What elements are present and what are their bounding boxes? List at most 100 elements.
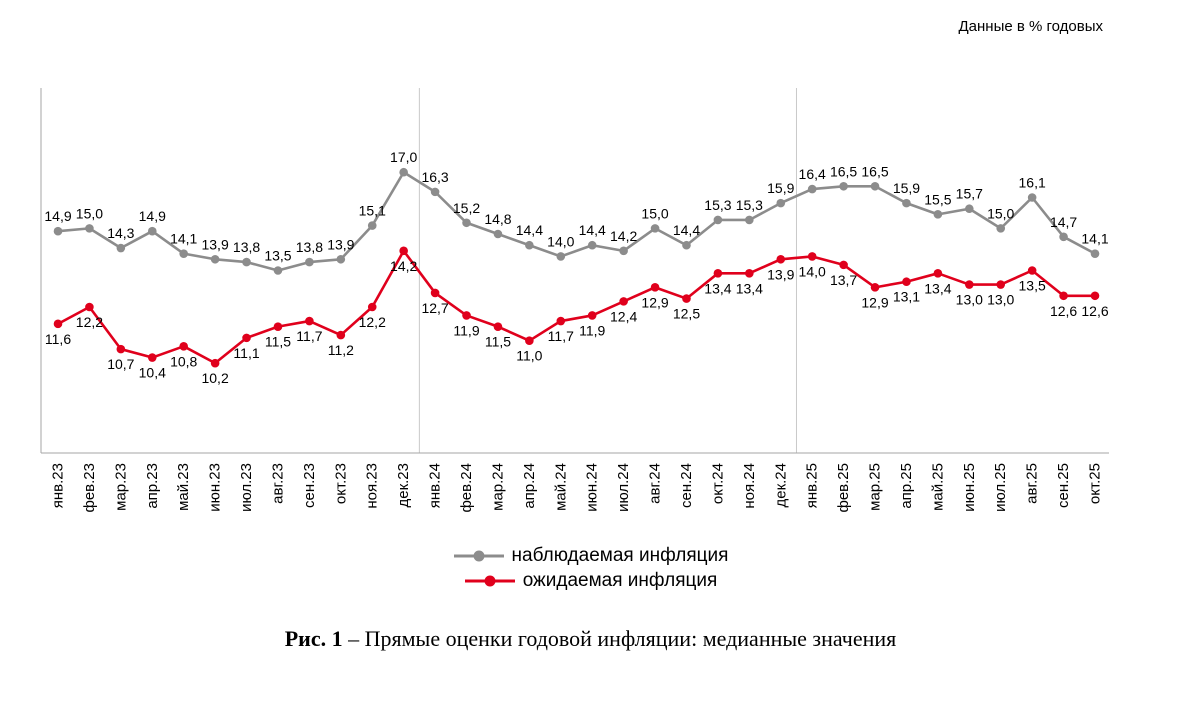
figure-caption: Рис. 1 – Прямые оценки годовой инфляции:… xyxy=(0,626,1181,652)
expected-point-marker xyxy=(1090,291,1100,301)
axes xyxy=(40,88,1109,454)
observed-point-marker xyxy=(1027,193,1037,202)
expected-series xyxy=(53,246,1100,368)
expected-value-label: 10,4 xyxy=(139,365,166,381)
observed-point-marker xyxy=(587,240,597,250)
observed-value-label: 15,7 xyxy=(956,186,983,202)
expected-point-marker xyxy=(525,336,534,345)
observed-value-label: 15,2 xyxy=(453,200,480,216)
expected-value-label: 11,6 xyxy=(45,331,71,347)
x-axis-label: фев.24 xyxy=(458,463,475,513)
observed-point-marker xyxy=(53,226,63,236)
expected-value-label: 12,4 xyxy=(610,308,637,324)
expected-point-marker xyxy=(1059,291,1068,301)
x-axis-label: фев.25 xyxy=(835,463,852,513)
expected-value-label: 14,2 xyxy=(390,258,417,274)
x-axis-label: авг.24 xyxy=(647,463,664,504)
x-axis-label: окт.23 xyxy=(332,463,349,504)
x-axis-label: мар.23 xyxy=(112,463,129,511)
expected-point-marker xyxy=(179,342,188,351)
expected-point-marker xyxy=(650,283,660,292)
expected-point-marker xyxy=(870,283,880,292)
x-axis-label: июл.25 xyxy=(992,463,1009,512)
expected-value-label: 13,9 xyxy=(767,266,794,282)
x-axis-label: июн.23 xyxy=(207,463,224,512)
observed-value-label: 14,2 xyxy=(610,228,637,244)
expected-value-label: 11,7 xyxy=(296,328,322,344)
observed-point-marker xyxy=(430,187,440,197)
expected-value-label: 12,6 xyxy=(1050,303,1077,319)
expected-value-label: 11,2 xyxy=(328,342,354,358)
expected-value-labels: 11,6 12,2 10,7 10,410,810,2 11,1 11,5 11,7 11,2… xyxy=(45,258,1109,386)
expected-value-label: 11,5 xyxy=(265,334,291,350)
x-axis-label: мар.24 xyxy=(489,463,506,511)
expected-point-marker xyxy=(682,294,691,303)
legend-label-expected: ожидаемая инфляция xyxy=(522,570,718,591)
figure-number: Рис. 1 xyxy=(284,626,343,651)
expected-value-label: 13,0 xyxy=(956,292,983,308)
expected-point-marker xyxy=(996,280,1006,289)
expected-point-marker xyxy=(336,330,346,340)
observed-value-label: 14,9 xyxy=(139,208,166,224)
expected-point-marker xyxy=(210,358,220,368)
expected-point-marker xyxy=(462,311,471,320)
observed-point-marker xyxy=(807,184,817,194)
observed-point-marker xyxy=(462,218,471,228)
expected-value-label: 12,9 xyxy=(641,294,668,310)
observed-point-marker xyxy=(1059,232,1068,242)
expected-line xyxy=(56,249,1097,365)
expected-value-label: 12,2 xyxy=(76,314,103,330)
observed-line xyxy=(56,170,1097,272)
observed-series xyxy=(53,167,1100,275)
observed-value-label: 15,3 xyxy=(704,197,731,213)
x-axis-labels: янв.23 фев.23 мар.23 апр.23 май.23 июн.23 июл.… xyxy=(50,463,1104,513)
x-axis-label: июл.24 xyxy=(615,463,632,512)
observed-point-marker xyxy=(116,243,126,253)
observed-value-label: 15,9 xyxy=(767,180,794,196)
x-axis-label: фев.23 xyxy=(81,463,98,513)
observed-value-label: 15,9 xyxy=(893,180,920,196)
observed-value-label: 14,7 xyxy=(1050,214,1077,230)
observed-point-marker xyxy=(556,252,566,261)
x-axis-label: май.23 xyxy=(175,463,192,511)
x-axis-label: янв.25 xyxy=(804,463,821,508)
expected-point-marker xyxy=(902,277,911,287)
x-axis-label: дек.24 xyxy=(772,463,789,508)
observed-point-marker xyxy=(399,167,408,177)
expected-value-label: 11,0 xyxy=(516,348,542,364)
observed-point-marker xyxy=(367,221,377,230)
observed-value-label: 13,8 xyxy=(296,239,323,255)
expected-point-marker xyxy=(713,269,723,278)
expected-value-label: 10,2 xyxy=(201,370,228,386)
observed-value-label: 15,1 xyxy=(359,203,386,219)
observed-point-marker xyxy=(85,224,94,233)
observed-point-marker xyxy=(336,254,346,264)
x-axis-label: дек.23 xyxy=(395,463,412,508)
observed-series-sample-icon xyxy=(453,550,504,562)
expected-point-marker xyxy=(430,288,440,298)
expected-point-marker xyxy=(399,246,408,256)
expected-point-marker xyxy=(273,322,283,331)
observed-value-label: 15,0 xyxy=(641,205,668,221)
expected-value-label: 11,9 xyxy=(579,322,605,338)
legend-item-expected: ожидаемая инфляция xyxy=(464,570,718,592)
x-axis-label: окт.25 xyxy=(1087,463,1104,504)
expected-point-marker xyxy=(147,353,157,362)
x-axis-label: янв.23 xyxy=(50,463,67,508)
legend-label-observed: наблюдаемая инфляция xyxy=(511,545,729,566)
observed-value-label: 14,8 xyxy=(484,211,511,227)
expected-value-label: 12,7 xyxy=(421,300,448,316)
expected-series-sample-icon xyxy=(464,575,515,587)
x-axis-label: авг.25 xyxy=(1024,463,1041,504)
observed-point-marker xyxy=(525,240,534,250)
observed-value-labels: 14,9 15,014,314,914,1 13,9 13,813,513,8 13,9… xyxy=(44,149,1108,263)
observed-point-marker xyxy=(619,246,628,256)
observed-value-label: 15,5 xyxy=(924,191,951,207)
observed-value-label: 13,9 xyxy=(201,236,228,252)
expected-value-label: 11,9 xyxy=(453,322,479,338)
x-axis-label: апр.25 xyxy=(898,463,915,509)
observed-value-label: 13,9 xyxy=(327,236,354,252)
figure-caption-text: – Прямые оценки годовой инфляции: медиан… xyxy=(342,626,897,651)
x-axis-label: май.24 xyxy=(552,463,569,511)
year-separators xyxy=(418,88,797,453)
